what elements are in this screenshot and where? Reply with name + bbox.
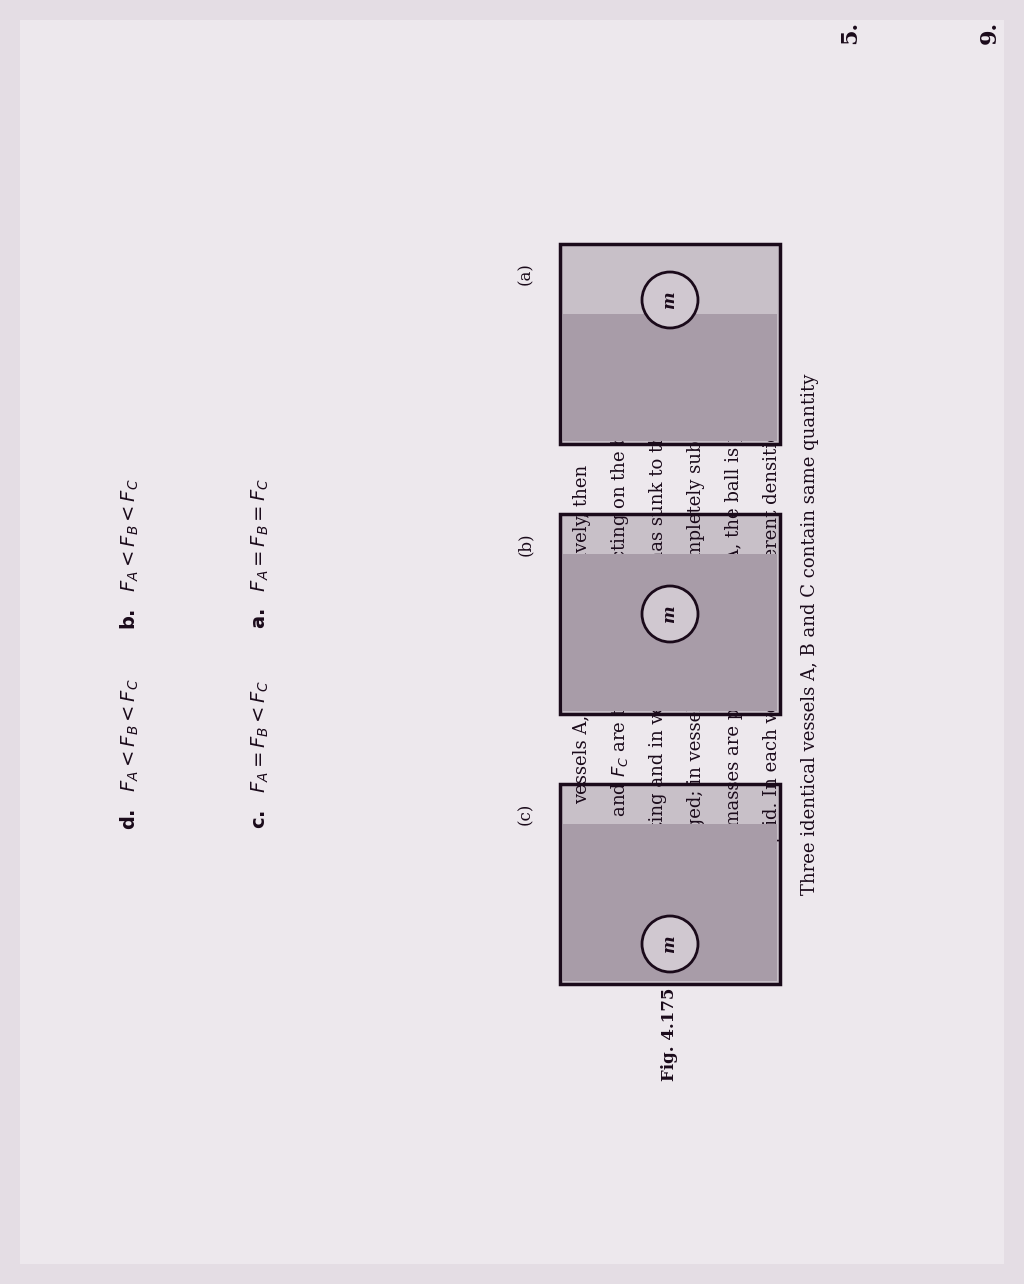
- Text: submerged; in vessel B, the ball is completely submerged: submerged; in vessel B, the ball is comp…: [687, 370, 705, 898]
- Text: $\mathbf{a.}$  $F_A = F_B = F_C$: $\mathbf{a.}$ $F_A = F_B = F_C$: [250, 479, 270, 629]
- Text: but floating and in vessel C, the ball has sunk to the base.: but floating and in vessel C, the ball h…: [649, 369, 667, 899]
- Text: (a): (a): [516, 262, 534, 285]
- Text: Three identical vessels A, B and C contain same quantity: Three identical vessels A, B and C conta…: [801, 374, 819, 895]
- Text: m: m: [662, 605, 679, 623]
- Text: vessels A, B and C, respectively, then: vessels A, B and C, respectively, then: [573, 465, 591, 804]
- Circle shape: [642, 272, 698, 327]
- Text: same masses are placed. In vessel A, the ball is partly: same masses are placed. In vessel A, the…: [725, 388, 743, 881]
- Text: $\mathbf{b.}$  $F_A < F_B < F_C$: $\mathbf{b.}$ $F_A < F_B < F_C$: [119, 478, 141, 629]
- Text: Fig. 4.175: Fig. 4.175: [662, 987, 679, 1081]
- Text: $\mathbf{c.}$  $F_A = F_B < F_C$: $\mathbf{c.}$ $F_A = F_B < F_C$: [250, 679, 270, 828]
- Bar: [560, 785, 780, 984]
- Text: 5.: 5.: [839, 21, 861, 44]
- Text: of liquid. In each vessel balls of different densities but: of liquid. In each vessel balls of diffe…: [763, 385, 781, 882]
- Circle shape: [642, 915, 698, 972]
- Bar: [563, 824, 777, 981]
- Text: (c): (c): [516, 802, 534, 826]
- Text: (b): (b): [516, 532, 534, 556]
- Text: m: m: [662, 291, 679, 309]
- Bar: [563, 553, 777, 711]
- Bar: [560, 244, 780, 444]
- Bar: [560, 514, 780, 714]
- Text: m: m: [662, 935, 679, 953]
- Text: 9.: 9.: [979, 21, 1001, 44]
- Bar: [563, 315, 777, 440]
- Text: $\mathbf{d.}$  $F_A < F_B < F_C$: $\mathbf{d.}$ $F_A < F_B < F_C$: [119, 678, 141, 829]
- Text: If $F_A$, $F_B$ and $F_C$ are the total forces acting on the base of: If $F_A$, $F_B$ and $F_C$ are the total …: [609, 376, 631, 891]
- Circle shape: [642, 586, 698, 642]
